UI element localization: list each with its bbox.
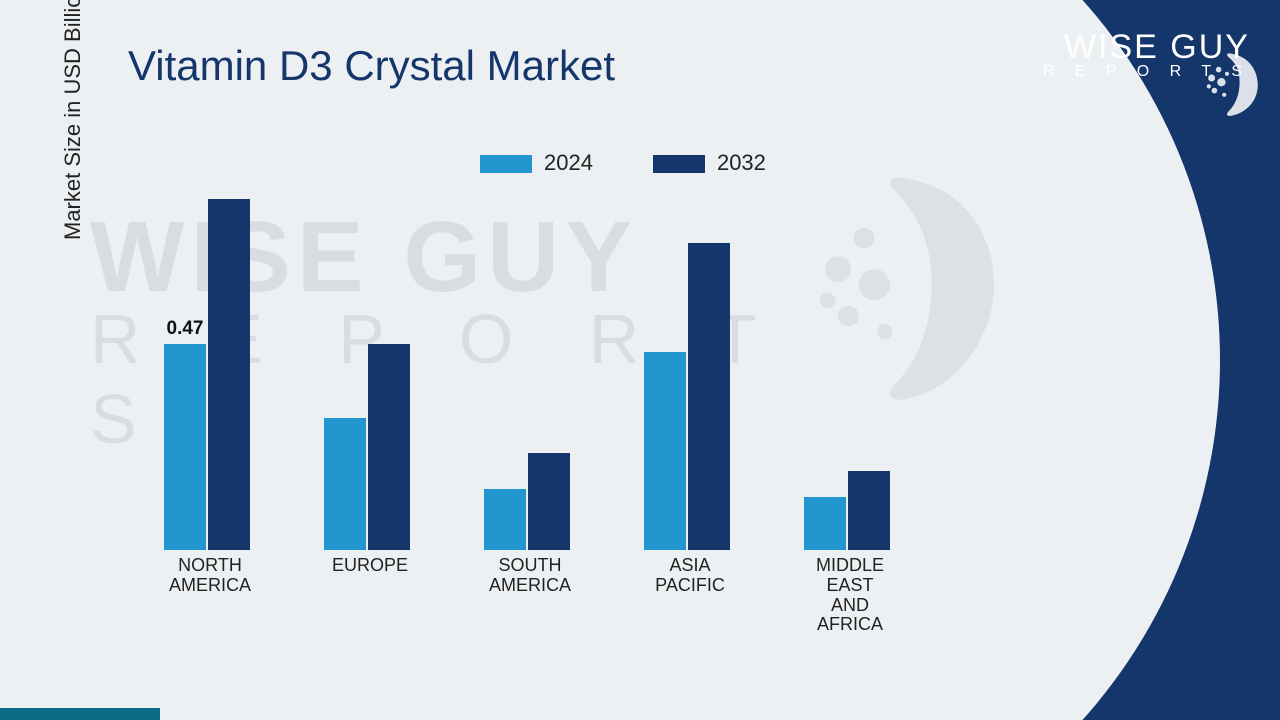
chart-title: Vitamin D3 Crystal Market [128,42,615,90]
legend-item-2032: 2032 [653,150,766,176]
bar [688,243,730,550]
value-label: 0.47 [167,318,204,340]
y-axis-label: Market Size in USD Billion [60,0,86,240]
page: WISE GUY R E P O R T S WISE GUY R E P O … [0,0,1280,720]
bar [324,418,366,550]
x-axis: NORTHAMERICAEUROPESOUTHAMERICAASIAPACIFI… [130,552,930,635]
bar [368,344,410,550]
bar [484,489,526,550]
x-category-label: SOUTHAMERICA [450,552,610,635]
x-category-label: EUROPE [290,552,450,635]
legend-swatch-2024 [480,155,532,173]
bar [848,471,890,550]
brand-head-icon [1192,50,1262,120]
legend-swatch-2032 [653,155,705,173]
chart: Market Size in USD Billion 0.47 NORTHAME… [70,180,940,640]
legend: 2024 2032 [480,150,766,176]
bar [644,352,686,550]
bar [164,344,206,550]
x-category-label: MIDDLEEASTANDAFRICA [770,552,930,635]
bar [208,199,250,550]
legend-item-2024: 2024 [480,150,593,176]
bar [804,497,846,550]
x-category-label: NORTHAMERICA [130,552,290,635]
bars-container: 0.47 [130,190,930,550]
accent-bar [0,708,160,720]
x-category-label: ASIAPACIFIC [610,552,770,635]
plot-area: 0.47 [130,190,930,550]
bar [528,453,570,550]
